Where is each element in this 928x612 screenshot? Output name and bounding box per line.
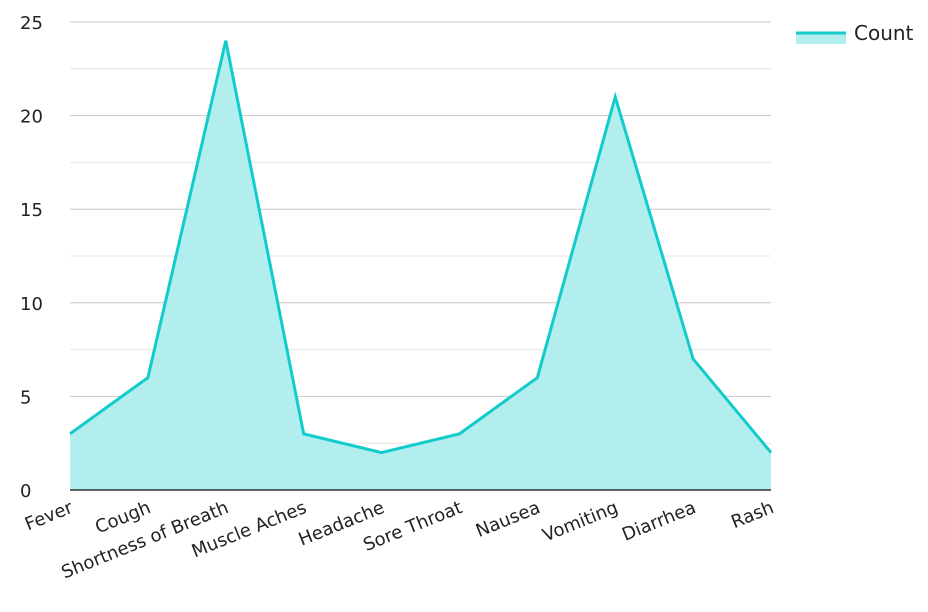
area-series bbox=[69, 40, 773, 490]
x-tick-label: Diarrhea bbox=[619, 497, 699, 546]
x-tick-label: Fever bbox=[22, 497, 76, 535]
x-tick-label: Vomiting bbox=[540, 497, 621, 546]
series-line-count bbox=[69, 40, 773, 455]
y-tick-label: 5 bbox=[20, 387, 31, 408]
x-tick-label: Nausea bbox=[473, 497, 543, 542]
legend-label-count: Count bbox=[854, 21, 914, 45]
y-tick-label: 0 bbox=[20, 481, 31, 502]
x-tick-label: Rash bbox=[728, 497, 777, 533]
legend-swatch bbox=[796, 32, 846, 44]
y-tick-label: 10 bbox=[20, 294, 43, 315]
y-tick-label: 20 bbox=[20, 107, 43, 128]
y-tick-label: 25 bbox=[20, 13, 43, 34]
area-fill bbox=[70, 40, 771, 490]
legend: Count bbox=[796, 21, 914, 45]
y-tick-label: 15 bbox=[20, 200, 43, 221]
y-axis: 0 5 10 15 20 25 bbox=[20, 13, 43, 502]
